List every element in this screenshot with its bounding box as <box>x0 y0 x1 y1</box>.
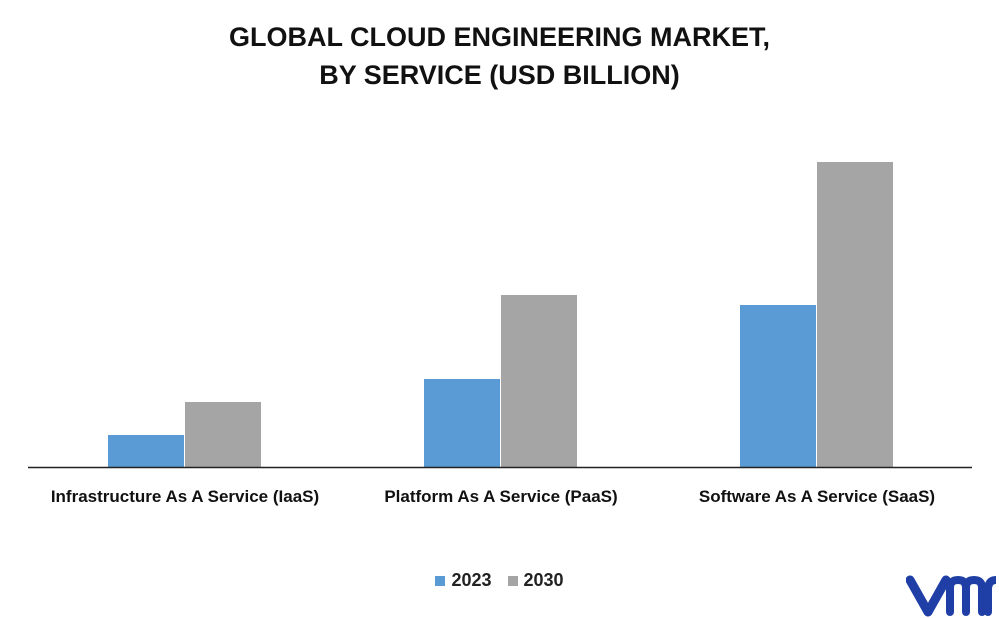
bar-2023-1 <box>424 379 500 467</box>
chart-title: GLOBAL CLOUD ENGINEERING MARKET, BY SERV… <box>0 18 999 94</box>
bar-2030-1 <box>501 295 577 467</box>
bar-2030-2 <box>817 162 893 467</box>
legend-label-2023: 2023 <box>451 570 492 590</box>
bar-2030-0 <box>185 402 261 467</box>
legend-item-2030: 2030 <box>507 570 564 591</box>
x-tick-label: Platform As A Service (PaaS) <box>384 487 617 506</box>
legend-label-2030: 2030 <box>523 570 564 590</box>
vmr-logo-icon <box>906 575 996 617</box>
bar-2023-0 <box>108 435 184 467</box>
legend-swatch-2023 <box>435 575 446 586</box>
legend-swatch-2030 <box>507 575 518 586</box>
chart-title-line-1: GLOBAL CLOUD ENGINEERING MARKET, <box>228 22 770 52</box>
bar-2023-2 <box>740 305 816 467</box>
x-tick-label: Software As A Service (SaaS) <box>699 487 935 506</box>
x-tick-label: Infrastructure As A Service (IaaS) <box>51 487 319 506</box>
chart-title-line-2: BY SERVICE (USD BILLION) <box>319 60 680 90</box>
legend-item-2023: 2023 <box>435 570 492 591</box>
chart-legend: 2023 2030 <box>0 570 999 591</box>
